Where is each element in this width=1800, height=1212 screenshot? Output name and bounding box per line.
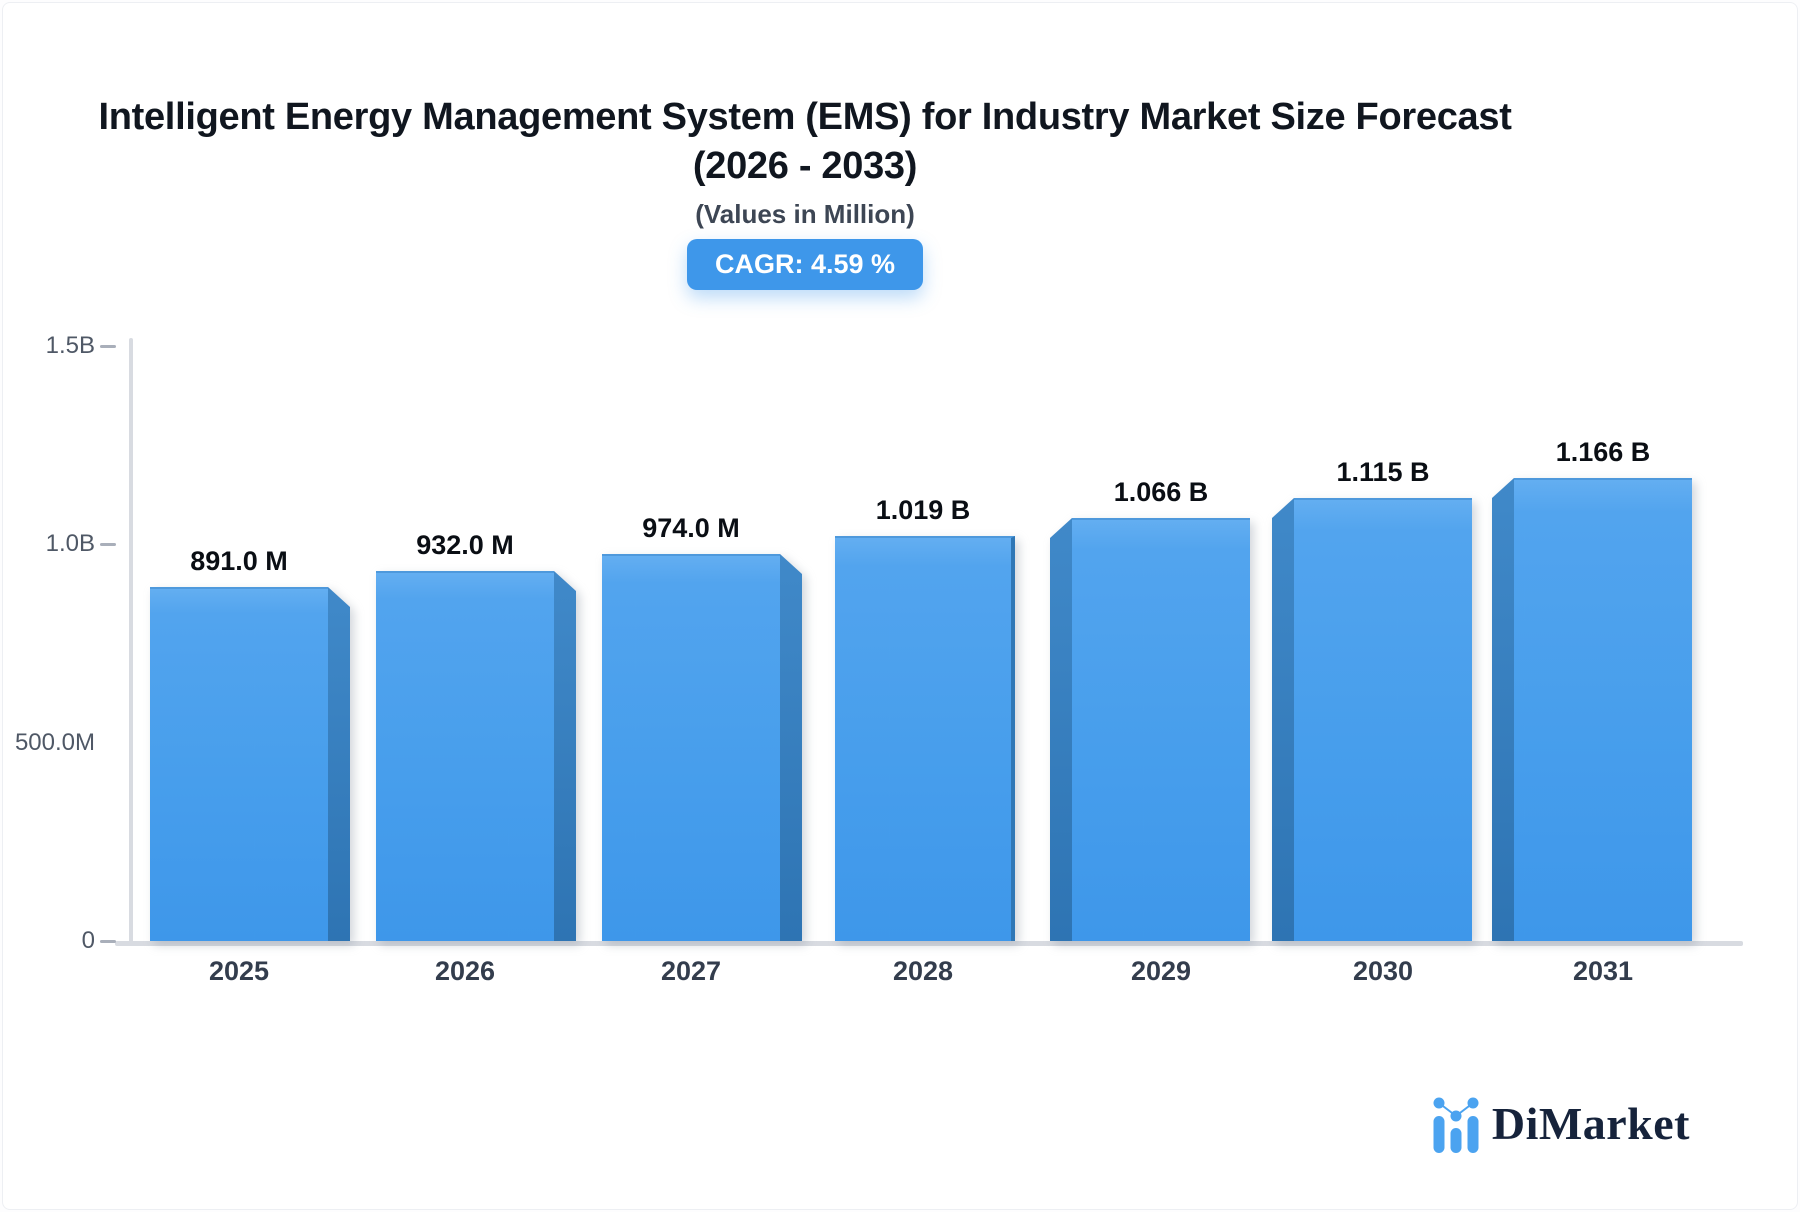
bar-group-2029 <box>1050 518 1250 941</box>
bar-side-face <box>1492 478 1514 941</box>
logo-text: DiMarket <box>1491 1098 1690 1149</box>
x-axis-label: 2031 <box>1572 956 1634 986</box>
bar-group-2031 <box>1492 478 1692 941</box>
x-axis-label: 2025 <box>208 956 270 986</box>
bar <box>1294 498 1472 941</box>
bar <box>1072 518 1250 941</box>
bar-side-face <box>780 554 802 941</box>
bar-value-label: 1.166 B <box>1555 437 1651 467</box>
bar-value-label: 1.066 B <box>1113 477 1209 507</box>
bar-group-2030 <box>1272 498 1472 941</box>
bar-group-2026 <box>376 571 576 941</box>
chart-title-line2: (2026 - 2033) <box>692 145 918 187</box>
bar-side-face <box>554 571 576 941</box>
bar-side-face <box>1272 498 1294 941</box>
bar <box>602 554 780 941</box>
y-tick-label: 1.5B <box>45 332 95 359</box>
bar-value-label: 891.0 M <box>190 546 288 576</box>
bar-group-2028 <box>835 536 1015 941</box>
chart-title-line1: Intelligent Energy Management System (EM… <box>98 96 1512 138</box>
cagr-badge: CAGR: 4.59 % <box>686 239 924 290</box>
y-tick-dash <box>100 543 116 546</box>
mini-bar-chart-icon <box>1433 1097 1479 1153</box>
y-tick-dash <box>100 345 116 348</box>
x-axis-label: 2029 <box>1130 956 1192 986</box>
bar-group-2027 <box>602 554 802 941</box>
bar <box>376 571 554 941</box>
chart-header: Intelligent Energy Management System (EM… <box>0 92 1610 290</box>
x-axis-line <box>115 941 1743 946</box>
bar-value-label: 932.0 M <box>416 530 514 560</box>
bar <box>835 536 1015 941</box>
bar-value-label: 974.0 M <box>642 513 740 543</box>
y-tick-label: 1.0B <box>45 530 95 557</box>
y-tick-label: 0 <box>81 927 95 954</box>
bar-side-face <box>328 587 350 941</box>
bar-group-2025 <box>150 587 350 941</box>
y-tick-dash <box>100 940 116 943</box>
chart-subtitle: (Values in Million) <box>695 199 915 229</box>
x-axis-label: 2030 <box>1352 956 1414 986</box>
bar-value-label: 1.019 B <box>875 495 971 525</box>
bar <box>150 587 328 941</box>
bar <box>1514 478 1692 941</box>
dimarket-logo: DiMarket <box>1433 1094 1690 1154</box>
y-tick-label: 500.0M <box>14 729 95 756</box>
x-axis-label: 2026 <box>434 956 496 986</box>
y-axis-line <box>129 338 133 945</box>
x-axis-label: 2028 <box>892 956 954 986</box>
bar-side-face <box>1050 518 1072 941</box>
bar-value-label: 1.115 B <box>1336 457 1430 487</box>
x-axis-label: 2027 <box>660 956 722 986</box>
